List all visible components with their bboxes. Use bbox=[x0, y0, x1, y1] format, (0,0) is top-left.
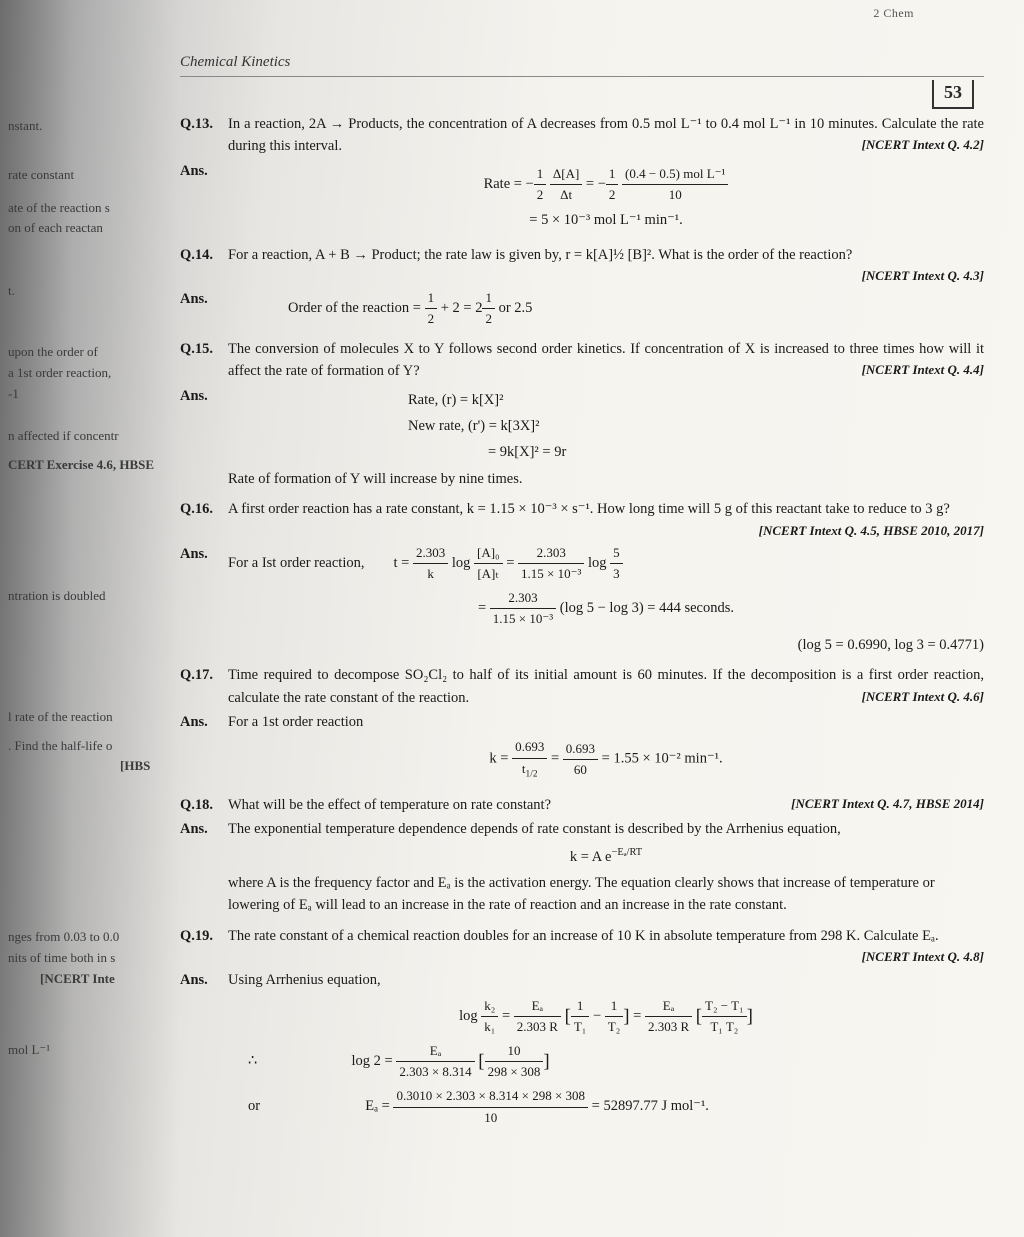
q-number: Q.17. bbox=[180, 664, 228, 709]
ans-body: Rate, (r) = k[X]² New rate, (r') = k[3X]… bbox=[228, 385, 984, 491]
equation: = 5 × 10⁻³ mol L⁻¹ min⁻¹. bbox=[228, 209, 984, 231]
q-body: In a reaction, 2A → Products, the concen… bbox=[228, 113, 984, 158]
q-text: A first order reaction has a rate consta… bbox=[228, 501, 950, 517]
margin-line: n affected if concentr bbox=[0, 426, 175, 447]
q-ref: [NCERT Intext Q. 4.4] bbox=[862, 360, 984, 380]
answer-13: Ans. Rate = −12 Δ[A]Δt = −12 (0.4 − 0.5)… bbox=[180, 160, 984, 236]
q-body: A first order reaction has a rate consta… bbox=[228, 498, 984, 541]
ans-prefix: Order of the reaction = bbox=[288, 300, 425, 316]
ans-body: For a 1st order reaction k = 0.693t1/2 =… bbox=[228, 711, 984, 786]
top-edge-fragment: 2 Chem bbox=[873, 6, 914, 21]
margin-line: [NCERT Inte bbox=[0, 969, 175, 990]
ans-label: Ans. bbox=[180, 818, 228, 917]
question-13: Q.13. In a reaction, 2A → Products, the … bbox=[180, 113, 984, 158]
equation: or Eₐ = 0.3010 × 2.303 × 8.314 × 298 × 3… bbox=[228, 1086, 984, 1127]
answer-19: Ans. Using Arrhenius equation, log k₂k₁ … bbox=[180, 969, 984, 1131]
margin-line: mol L⁻¹ bbox=[0, 1040, 175, 1061]
margin-line: CERT Exercise 4.6, HBSE bbox=[0, 455, 175, 476]
q-text: What will be the effect of temperature o… bbox=[228, 797, 551, 813]
log-note: (log 5 = 0.6990, log 3 = 0.4771) bbox=[228, 634, 984, 656]
ans-label: Ans. bbox=[180, 385, 228, 491]
q-body: The conversion of molecules X to Y follo… bbox=[228, 338, 984, 383]
q-number: Q.16. bbox=[180, 498, 228, 541]
equation: New rate, (r') = k[3X]² bbox=[228, 415, 984, 437]
ans-prefix: For a Ist order reaction, bbox=[228, 555, 365, 571]
ans-text: The exponential temperature dependence d… bbox=[228, 821, 841, 837]
margin-line: nits of time both in s bbox=[0, 948, 175, 969]
ans-body: For a Ist order reaction, t = 2.303k log… bbox=[228, 543, 984, 656]
q-number: Q.14. bbox=[180, 244, 228, 287]
left-margin-fragments: nstant. rate constant ate of the reactio… bbox=[0, 110, 175, 1060]
question-14: Q.14. For a reaction, A + B → Product; t… bbox=[180, 244, 984, 287]
margin-line: t. bbox=[0, 281, 175, 302]
ans-label: Ans. bbox=[180, 160, 228, 236]
ans-text: where A is the frequency factor and Eₐ i… bbox=[228, 875, 935, 913]
ans-body: Using Arrhenius equation, log k₂k₁ = Eₐ2… bbox=[228, 969, 984, 1131]
margin-line: on of each reactan bbox=[0, 218, 175, 239]
equation: ∴ log 2 = Eₐ2.303 × 8.314 [10298 × 308] bbox=[228, 1041, 984, 1082]
margin-line: l rate of the reaction bbox=[0, 707, 175, 728]
q-body: Time required to decompose SO₂Cl₂ to hal… bbox=[228, 664, 984, 709]
margin-line: nges from 0.03 to 0.0 bbox=[0, 927, 175, 948]
header-rule bbox=[180, 76, 984, 77]
q-number: Q.19. bbox=[180, 925, 228, 968]
q-body: For a reaction, A + B → Product; the rat… bbox=[228, 244, 984, 287]
ans-prefix: For a 1st order reaction bbox=[228, 714, 363, 730]
ans-label: Ans. bbox=[180, 543, 228, 656]
ans-prefix: Using Arrhenius equation, bbox=[228, 972, 381, 988]
margin-line: ate of the reaction s bbox=[0, 198, 175, 219]
q-number: Q.15. bbox=[180, 338, 228, 383]
ans-body: The exponential temperature dependence d… bbox=[228, 818, 984, 917]
equation: Rate = −12 Δ[A]Δt = −12 (0.4 − 0.5) mol … bbox=[228, 164, 984, 205]
question-18: Q.18. What will be the effect of tempera… bbox=[180, 794, 984, 816]
q-ref: [NCERT Intext Q. 4.2] bbox=[862, 135, 984, 155]
q-ref: [NCERT Intext Q. 4.6] bbox=[862, 687, 984, 707]
q-ref: [NCERT Intext Q. 4.7, HBSE 2014] bbox=[791, 794, 984, 814]
main-content: Q.13. In a reaction, 2A → Products, the … bbox=[180, 105, 984, 1132]
or-label: or bbox=[248, 1098, 260, 1114]
q-text: For a reaction, A + B → Product; the rat… bbox=[228, 247, 852, 263]
q-number: Q.13. bbox=[180, 113, 228, 158]
answer-14: Ans. Order of the reaction = 12 + 2 = 21… bbox=[180, 288, 984, 329]
margin-line: nstant. bbox=[0, 116, 175, 137]
ans-body: Order of the reaction = 12 + 2 = 212 or … bbox=[228, 288, 984, 329]
question-19: Q.19. The rate constant of a chemical re… bbox=[180, 925, 984, 968]
q-ref: [NCERT Intext Q. 4.3] bbox=[862, 266, 984, 286]
equation: Rate, (r) = k[X]² bbox=[228, 389, 984, 411]
equation: = 2.3031.15 × 10⁻³ (log 5 − log 3) = 444… bbox=[228, 588, 984, 629]
margin-line: ntration is doubled bbox=[0, 586, 175, 607]
question-15: Q.15. The conversion of molecules X to Y… bbox=[180, 338, 984, 383]
question-16: Q.16. A first order reaction has a rate … bbox=[180, 498, 984, 541]
q-text: The rate constant of a chemical reaction… bbox=[228, 928, 939, 944]
answer-15: Ans. Rate, (r) = k[X]² New rate, (r') = … bbox=[180, 385, 984, 491]
equation: k = 0.693t1/2 = 0.69360 = 1.55 × 10⁻² mi… bbox=[228, 737, 984, 781]
ans-label: Ans. bbox=[180, 288, 228, 329]
conclusion: Rate of formation of Y will increase by … bbox=[228, 468, 984, 490]
q-ref: [NCERT Intext Q. 4.5, HBSE 2010, 2017] bbox=[759, 521, 984, 541]
margin-line: upon the order of bbox=[0, 342, 175, 363]
ans-body: Rate = −12 Δ[A]Δt = −12 (0.4 − 0.5) mol … bbox=[228, 160, 984, 236]
answer-18: Ans. The exponential temperature depende… bbox=[180, 818, 984, 917]
q-body: What will be the effect of temperature o… bbox=[228, 794, 984, 816]
q-number: Q.18. bbox=[180, 794, 228, 816]
margin-line: a 1st order reaction, bbox=[0, 363, 175, 384]
ans-label: Ans. bbox=[180, 969, 228, 1131]
margin-line: . Find the half-life o bbox=[0, 736, 175, 757]
answer-17: Ans. For a 1st order reaction k = 0.693t… bbox=[180, 711, 984, 786]
ans-label: Ans. bbox=[180, 711, 228, 786]
q-ref: [NCERT Intext Q. 4.8] bbox=[862, 947, 984, 967]
margin-line: rate constant bbox=[0, 165, 175, 186]
equation: k = A e−Eₐ/RT bbox=[228, 845, 984, 868]
equation: log k₂k₁ = Eₐ2.303 R [1T₁ − 1T₂] = Eₐ2.3… bbox=[228, 996, 984, 1037]
chapter-title: Chemical Kinetics bbox=[180, 54, 290, 71]
margin-line: -1 bbox=[0, 384, 175, 405]
answer-16: Ans. For a Ist order reaction, t = 2.303… bbox=[180, 543, 984, 656]
result: = 52897.77 J mol⁻¹. bbox=[592, 1098, 709, 1114]
question-17: Q.17. Time required to decompose SO₂Cl₂ … bbox=[180, 664, 984, 709]
equation: = 9k[X]² = 9r bbox=[228, 441, 984, 463]
margin-line: [HBS bbox=[0, 756, 175, 777]
q-body: The rate constant of a chemical reaction… bbox=[228, 925, 984, 968]
therefore: ∴ bbox=[248, 1053, 257, 1069]
